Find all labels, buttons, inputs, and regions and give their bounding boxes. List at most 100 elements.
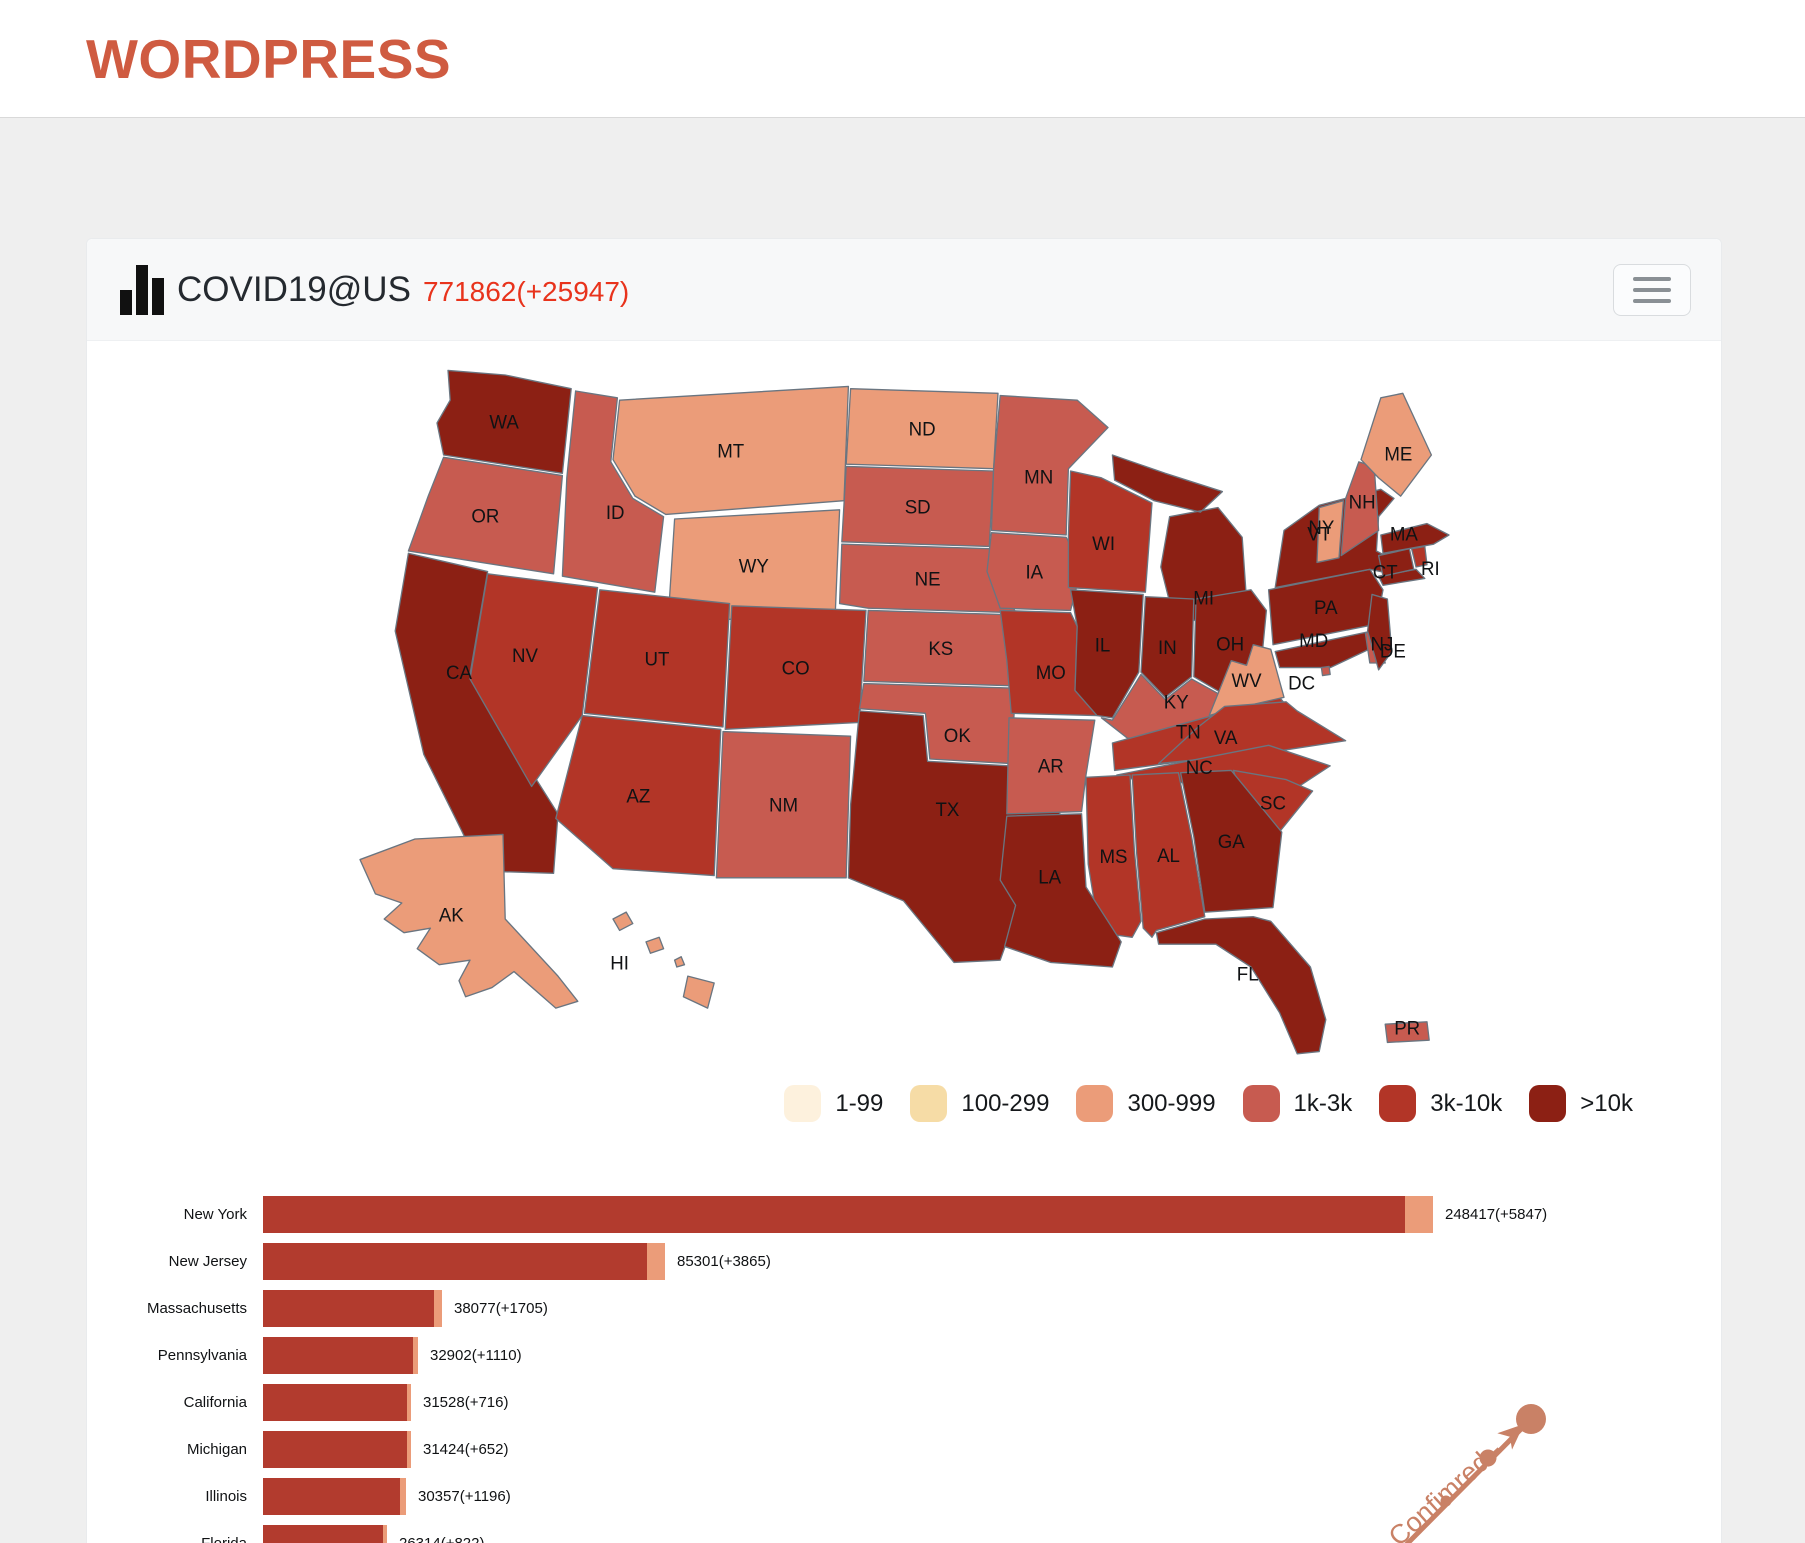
bar[interactable]: [263, 1243, 665, 1280]
state-LA[interactable]: [999, 813, 1122, 968]
state-PR[interactable]: [1384, 1021, 1430, 1044]
legend-swatch: [910, 1085, 948, 1122]
state-NE[interactable]: [838, 543, 1016, 614]
state-label: CT: [1372, 562, 1397, 583]
state-label: TN: [1175, 722, 1200, 743]
state-MD[interactable]: [1274, 630, 1379, 669]
bar[interactable]: [263, 1196, 1433, 1233]
state-label: AL: [1157, 846, 1180, 867]
bar-row: Florida 26314(+822): [87, 1525, 1721, 1543]
state-NH[interactable]: [1340, 461, 1379, 557]
state-label: KY: [1163, 692, 1188, 713]
total-counter: 771862(+25947): [422, 276, 630, 307]
state-AZ[interactable]: [554, 714, 721, 877]
state-label: MO: [1035, 663, 1065, 684]
state-NM[interactable]: [715, 730, 851, 879]
bar-increase-segment[interactable]: [407, 1431, 411, 1468]
bar-confirmed-segment[interactable]: [263, 1196, 1405, 1233]
bar[interactable]: [263, 1431, 411, 1468]
state-label: ID: [605, 503, 624, 524]
bar-confirmed-segment[interactable]: [263, 1478, 400, 1515]
site-logo-link[interactable]: WORDPRESS: [86, 27, 452, 90]
state-label: OK: [943, 726, 970, 747]
state-label: GA: [1217, 832, 1244, 853]
state-NJ[interactable]: [1366, 593, 1392, 671]
bar-row: California 31528(+716): [87, 1384, 1721, 1421]
covid-dashboard-card: COVID19@US 771862(+25947): [86, 238, 1722, 1543]
state-AR[interactable]: [1005, 717, 1095, 815]
legend-item: 1k-3k: [1242, 1085, 1352, 1122]
bar-increase-segment[interactable]: [413, 1337, 418, 1374]
bar-state-label: California: [183, 1394, 247, 1411]
legend-item: 300-999: [1076, 1085, 1216, 1122]
state-AL[interactable]: [1131, 772, 1205, 938]
state-IN[interactable]: [1139, 596, 1194, 698]
state-DC[interactable]: [1320, 665, 1331, 677]
bar-value-label: 248417(+5847): [1445, 1206, 1548, 1223]
bar-increase-segment[interactable]: [400, 1478, 406, 1515]
state-label: WY: [738, 556, 768, 577]
hamburger-icon: [1633, 276, 1671, 281]
state-MT[interactable]: [611, 385, 849, 516]
bar-increase-segment[interactable]: [1405, 1196, 1433, 1233]
hamburger-menu-button[interactable]: [1613, 263, 1691, 316]
state-VA[interactable]: [1157, 701, 1346, 765]
state-label: OR: [471, 506, 499, 527]
legend-swatch: [1076, 1085, 1114, 1122]
bar-state-label: Illinois: [205, 1488, 247, 1505]
bar-state-label: Florida: [87, 1535, 263, 1543]
bar-confirmed-segment[interactable]: [263, 1431, 407, 1468]
state-NV[interactable]: [468, 573, 598, 788]
bar-increase-segment[interactable]: [434, 1290, 442, 1327]
state-UT[interactable]: [583, 589, 730, 728]
bar-state-label: New Jersey: [168, 1253, 247, 1270]
state-label: NC: [1185, 758, 1212, 779]
legend-label: 1-99: [835, 1089, 884, 1117]
bar-row: Pennsylvania 32902(+1110): [87, 1337, 1721, 1374]
bar-confirmed-segment[interactable]: [263, 1384, 407, 1421]
state-label: SC: [1260, 793, 1286, 814]
bar[interactable]: [263, 1384, 411, 1421]
bar-confirmed-segment[interactable]: [263, 1290, 434, 1327]
state-IL[interactable]: [1069, 589, 1144, 719]
state-label: NJ: [1370, 634, 1393, 655]
state-MN[interactable]: [990, 394, 1109, 536]
state-MS[interactable]: [1084, 774, 1142, 938]
state-FL[interactable]: [1155, 916, 1326, 1055]
bar-confirmed-segment[interactable]: [263, 1243, 647, 1280]
state-label: MN: [1024, 467, 1053, 488]
state-OR[interactable]: [407, 456, 563, 575]
state-label: VT: [1307, 524, 1331, 545]
bar-increase-segment[interactable]: [407, 1384, 411, 1421]
state-label: FL: [1236, 964, 1258, 985]
bar[interactable]: [263, 1478, 406, 1515]
state-HI[interactable]: [611, 911, 715, 1009]
bar-confirmed-segment[interactable]: [263, 1337, 413, 1374]
state-WA[interactable]: [435, 369, 572, 474]
state-ME[interactable]: [1359, 392, 1432, 497]
bar[interactable]: [263, 1525, 387, 1543]
state-label: VA: [1213, 728, 1237, 749]
bar-value-label: 85301(+3865): [677, 1253, 771, 1270]
state-AK[interactable]: [358, 833, 578, 1009]
state-MA[interactable]: [1379, 522, 1450, 554]
bar-confirmed-segment[interactable]: [263, 1525, 383, 1543]
state-label: WA: [489, 412, 519, 433]
state-label: MT: [717, 441, 744, 462]
state-label: PR: [1394, 1018, 1420, 1039]
state-VT[interactable]: [1315, 500, 1344, 564]
state-WI[interactable]: [1067, 470, 1153, 593]
state-label: MI: [1193, 588, 1214, 609]
state-label: CA: [446, 663, 472, 684]
state-label: UT: [644, 649, 669, 670]
bar-increase-segment[interactable]: [383, 1525, 387, 1543]
site-header: WORDPRESS: [0, 0, 1805, 118]
bar[interactable]: [263, 1337, 418, 1374]
state-IA[interactable]: [985, 532, 1082, 612]
state-label: CO: [781, 658, 809, 679]
legend-label: 100-299: [961, 1089, 1050, 1117]
bar[interactable]: [263, 1290, 442, 1327]
bar-increase-segment[interactable]: [647, 1243, 665, 1280]
state-GA[interactable]: [1179, 769, 1282, 913]
state-ID[interactable]: [561, 390, 664, 593]
